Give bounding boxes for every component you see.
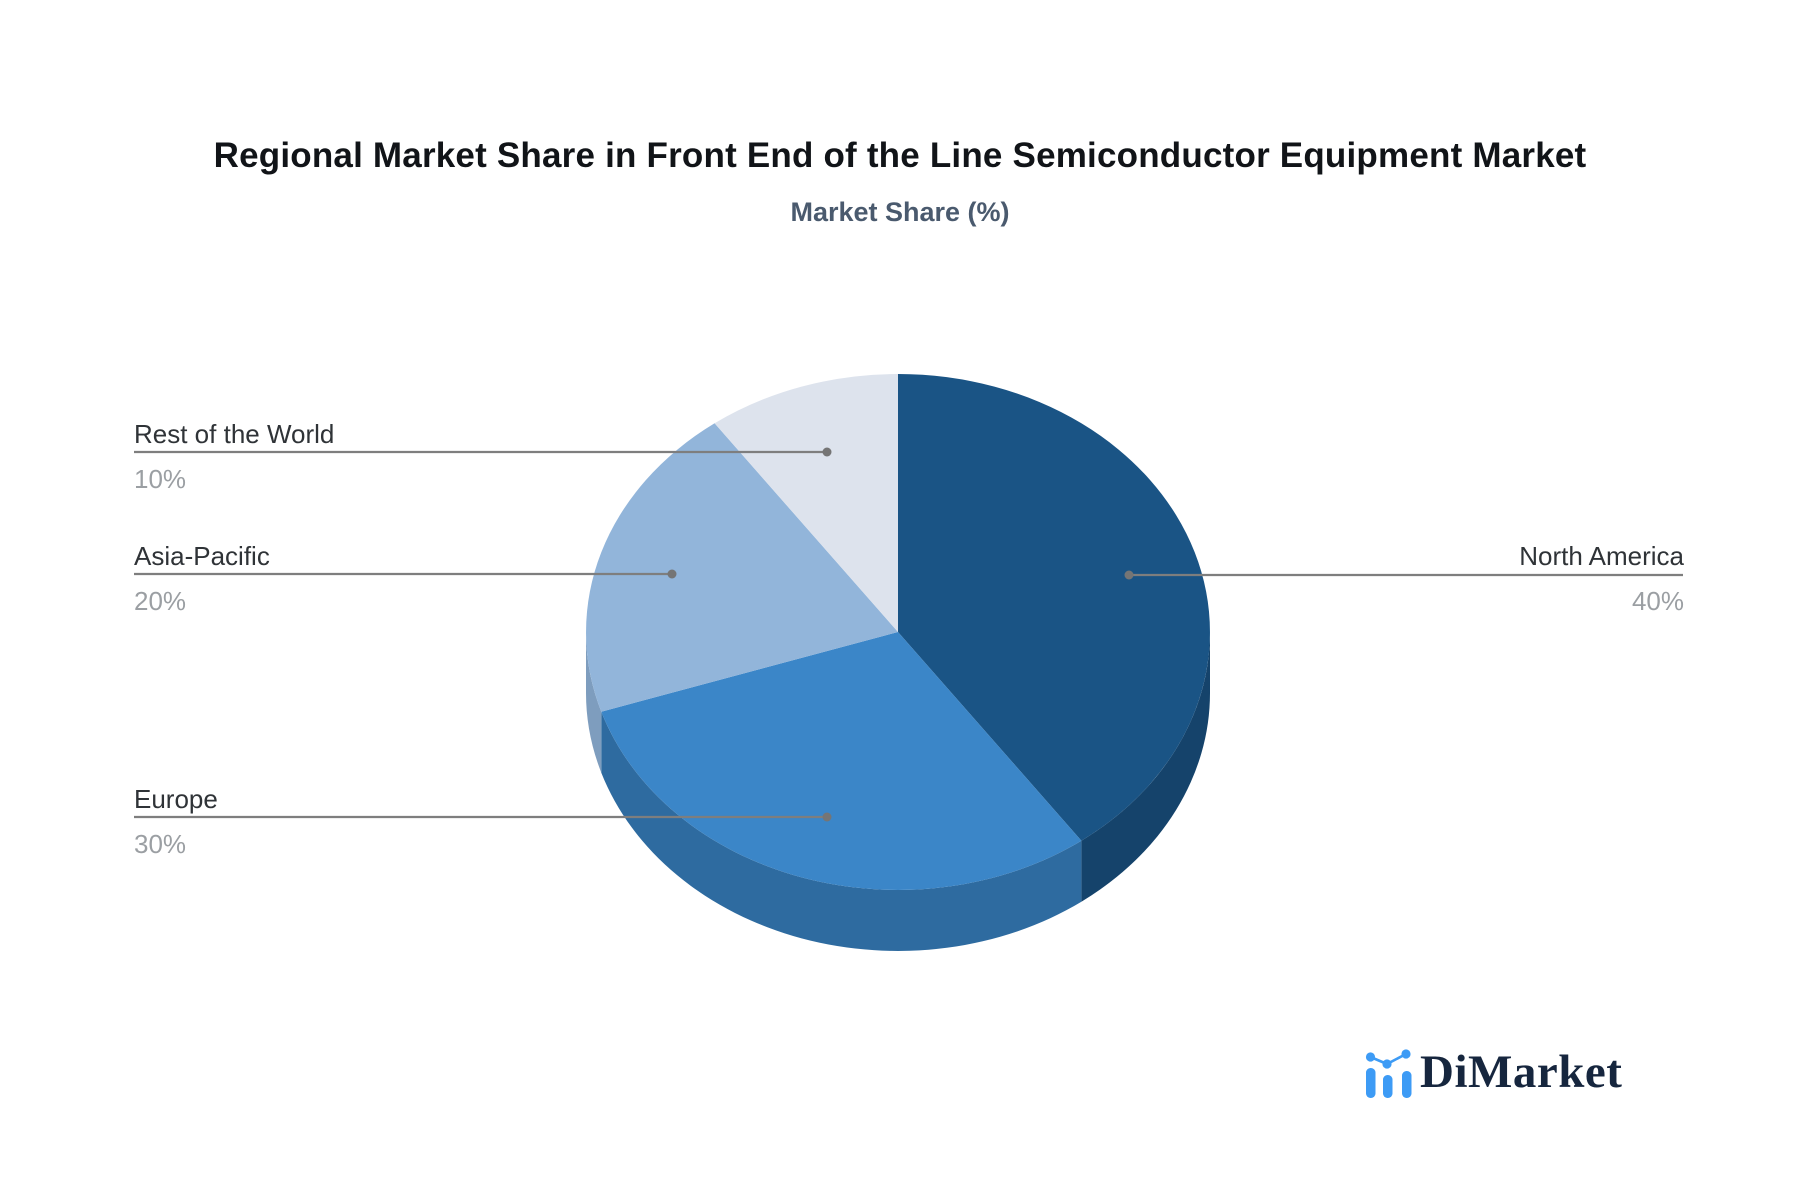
bar-line-chart-icon bbox=[1365, 1049, 1412, 1098]
slice-label-europe: Europe bbox=[134, 784, 218, 814]
pie-slice-rest-of-the-world bbox=[714, 374, 898, 632]
pie-slice-side-asia-pacific bbox=[586, 632, 602, 773]
pie-slice-side-north-america bbox=[1081, 632, 1210, 902]
slice-value-europe: 30% bbox=[134, 829, 187, 859]
leader-dot-asia-pacific bbox=[667, 569, 677, 579]
pie-slice-side-europe bbox=[601, 711, 1082, 951]
chart-subtitle: Market Share (%) bbox=[790, 197, 1010, 227]
slice-label-north-america: North America bbox=[1519, 541, 1684, 571]
leader-dot-europe bbox=[822, 812, 832, 822]
brand-name: DiMarket bbox=[1420, 1046, 1623, 1098]
slice-value-asia-pacific: 20% bbox=[134, 586, 187, 616]
slice-label-rest-of-the-world: Rest of the World bbox=[134, 419, 335, 449]
brand-logo: DiMarket bbox=[1364, 1046, 1684, 1106]
pie-slices bbox=[586, 374, 1210, 951]
slice-label-asia-pacific: Asia-Pacific bbox=[134, 541, 270, 571]
slice-value-rest-of-the-world: 10% bbox=[134, 464, 187, 494]
leader-dot-rest-of-the-world bbox=[822, 447, 832, 457]
pie-slice-europe bbox=[601, 632, 1082, 890]
chart-title: Regional Market Share in Front End of th… bbox=[213, 136, 1587, 175]
pie-slice-north-america bbox=[898, 374, 1210, 841]
slice-value-north-america: 40% bbox=[1631, 586, 1684, 616]
pie-slice-asia-pacific bbox=[586, 423, 898, 712]
leader-lines bbox=[134, 447, 1683, 822]
leader-dot-north-america bbox=[1124, 570, 1134, 580]
